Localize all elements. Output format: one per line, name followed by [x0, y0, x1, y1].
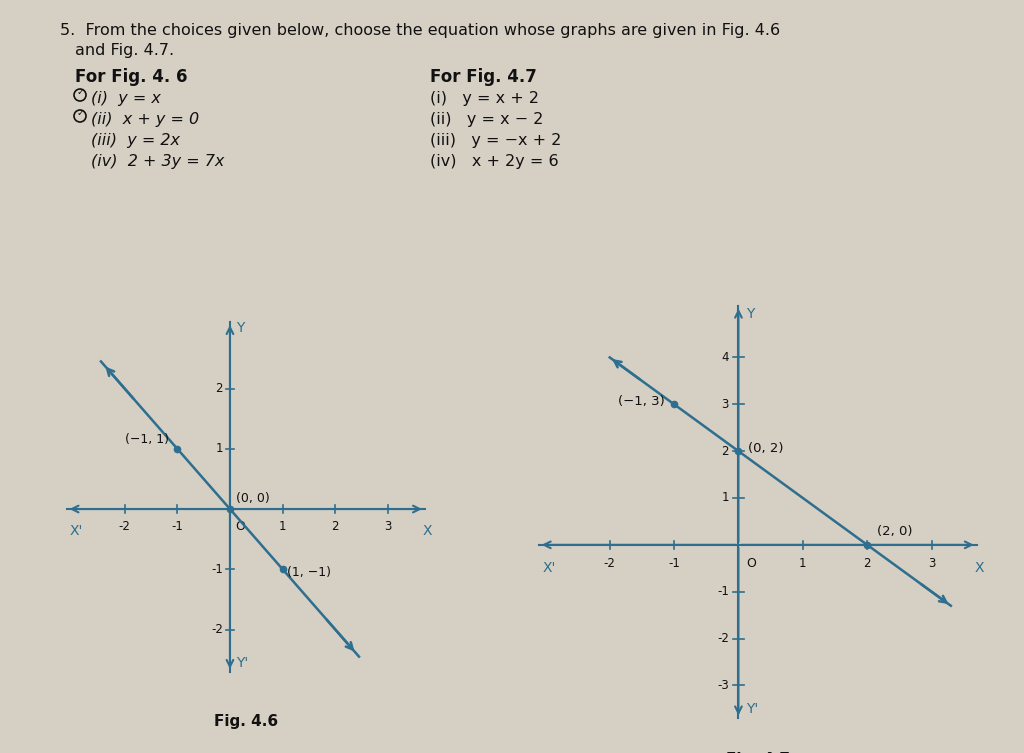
Text: (0, 0): (0, 0)	[237, 492, 270, 505]
Text: 3: 3	[384, 520, 391, 533]
Text: 1: 1	[216, 442, 223, 456]
Text: 2: 2	[863, 556, 871, 569]
Text: O: O	[746, 556, 756, 569]
Text: 2: 2	[332, 520, 339, 533]
Text: 1: 1	[799, 556, 807, 569]
Text: Y': Y'	[237, 657, 249, 670]
Text: (−1, 1): (−1, 1)	[125, 433, 169, 446]
Text: 3: 3	[722, 398, 729, 411]
Text: -1: -1	[717, 585, 729, 598]
Text: O: O	[236, 520, 245, 533]
Text: and Fig. 4.7.: and Fig. 4.7.	[75, 43, 174, 58]
Text: 2: 2	[721, 444, 729, 458]
Text: (ii)  x + y = 0: (ii) x + y = 0	[91, 112, 199, 127]
Text: 3: 3	[928, 556, 935, 569]
Text: 1: 1	[721, 492, 729, 505]
Text: 2: 2	[216, 382, 223, 395]
Text: Y: Y	[237, 321, 245, 335]
Text: -3: -3	[717, 679, 729, 692]
Text: X': X'	[542, 561, 555, 575]
Text: (i)  y = x: (i) y = x	[91, 91, 161, 106]
Text: X: X	[975, 561, 984, 575]
Text: (iv)  2 + 3y = 7x: (iv) 2 + 3y = 7x	[91, 154, 224, 169]
Text: -2: -2	[211, 623, 223, 636]
Text: (iii)   y = −x + 2: (iii) y = −x + 2	[430, 133, 561, 148]
Text: -1: -1	[171, 520, 183, 533]
Text: (i)   y = x + 2: (i) y = x + 2	[430, 91, 539, 106]
Text: -1: -1	[211, 562, 223, 576]
Text: -2: -2	[119, 520, 131, 533]
Text: (1, −1): (1, −1)	[287, 566, 331, 579]
Text: X: X	[423, 524, 432, 538]
Text: 4: 4	[721, 351, 729, 364]
Text: -2: -2	[717, 632, 729, 645]
Text: -1: -1	[668, 556, 680, 569]
Text: (2, 0): (2, 0)	[877, 525, 912, 538]
Text: X': X'	[70, 524, 83, 538]
Text: For Fig. 4. 6: For Fig. 4. 6	[75, 68, 187, 86]
Text: -2: -2	[604, 556, 615, 569]
Text: ✓: ✓	[77, 108, 85, 118]
Text: Y: Y	[746, 306, 755, 321]
Text: For Fig. 4.7: For Fig. 4.7	[430, 68, 537, 86]
Text: Fig. 4.6: Fig. 4.6	[214, 714, 278, 729]
Text: 1: 1	[279, 520, 287, 533]
Text: (0, 2): (0, 2)	[749, 442, 783, 456]
Text: (ii)   y = x − 2: (ii) y = x − 2	[430, 112, 544, 127]
Text: ✓: ✓	[77, 87, 85, 97]
Text: 5.  From the choices given below, choose the equation whose graphs are given in : 5. From the choices given below, choose …	[60, 23, 780, 38]
Text: (iv)   x + 2y = 6: (iv) x + 2y = 6	[430, 154, 559, 169]
Text: (−1, 3): (−1, 3)	[617, 395, 665, 408]
Text: (iii)  y = 2x: (iii) y = 2x	[91, 133, 180, 148]
Text: Y': Y'	[746, 702, 759, 716]
